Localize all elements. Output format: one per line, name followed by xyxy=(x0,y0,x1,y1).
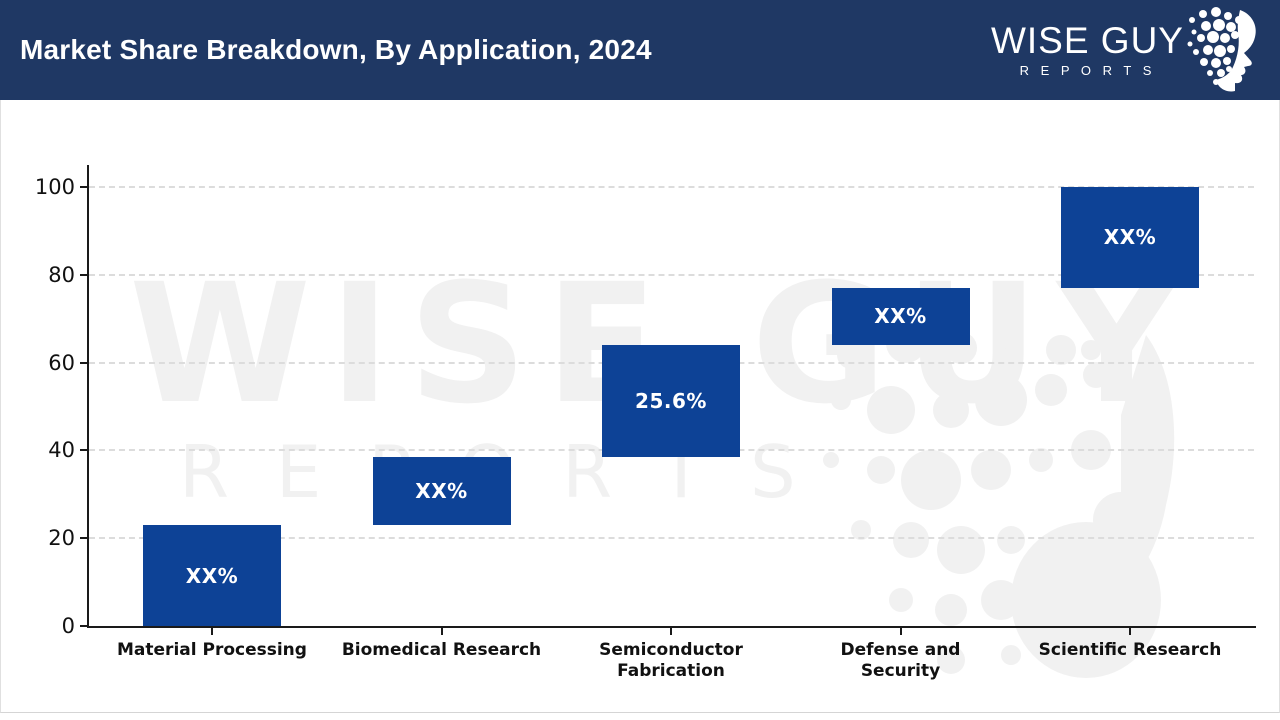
bar-value-label: XX% xyxy=(415,479,468,503)
bar: 25.6% xyxy=(602,344,740,457)
logo-text: WISE GUY R E P O R T S xyxy=(991,21,1184,79)
gridline xyxy=(89,537,1254,540)
gridline xyxy=(89,186,1254,188)
logo-wordmark: WISE GUY xyxy=(990,20,1184,61)
wise-guy-reports-logo: WISE GUY R E P O R T S xyxy=(991,4,1280,96)
bar-value-label: XX% xyxy=(1103,225,1157,250)
x-tick-label: Scientific Research xyxy=(1038,640,1222,660)
y-axis-line xyxy=(87,165,89,628)
y-axis-tick xyxy=(80,625,87,627)
bar: XX% xyxy=(831,287,970,345)
y-axis-tick xyxy=(80,361,87,364)
y-tick-label: 0 xyxy=(61,614,75,638)
x-axis-line xyxy=(87,626,1256,628)
y-tick-label: 100 xyxy=(34,175,75,199)
chart-title: Market Share Breakdown, By Application, … xyxy=(20,34,652,65)
x-tick-label: Semiconductor Fabrication xyxy=(599,640,743,681)
logo-head-icon xyxy=(1187,7,1256,92)
x-tick-label: Defense and Security xyxy=(840,640,961,681)
y-tick-label: 40 xyxy=(48,438,75,463)
x-tick-label: Biomedical Research xyxy=(341,640,542,660)
x-axis-tick xyxy=(440,628,443,635)
gridline xyxy=(89,273,1254,276)
x-tick-label: Material Processing xyxy=(117,640,307,660)
header-bar: Market Share Breakdown, By Application, … xyxy=(0,0,1280,100)
bar-value-label: 25.6% xyxy=(635,388,707,413)
logo-subtitle: R E P O R T S xyxy=(1019,63,1156,78)
y-tick-label: 60 xyxy=(48,350,75,375)
bar-value-label: XX% xyxy=(185,563,239,588)
y-axis-tick xyxy=(80,273,87,276)
y-tick-label: 80 xyxy=(48,262,75,287)
x-axis-tick xyxy=(1129,628,1131,635)
y-axis-tick xyxy=(80,186,87,188)
y-axis-tick xyxy=(80,537,87,540)
bar-value-label: XX% xyxy=(874,304,927,329)
chart-canvas: WISE GUY R E P O R T S 020406080100XX%XX… xyxy=(0,100,1280,713)
y-tick-label: 20 xyxy=(48,526,75,551)
x-axis-tick xyxy=(899,628,902,635)
bar: XX% xyxy=(372,456,511,526)
x-axis-tick xyxy=(211,628,213,635)
x-axis-tick xyxy=(670,628,672,635)
bar: XX% xyxy=(143,525,281,626)
y-axis-tick xyxy=(80,449,87,452)
bar: XX% xyxy=(1061,187,1199,288)
